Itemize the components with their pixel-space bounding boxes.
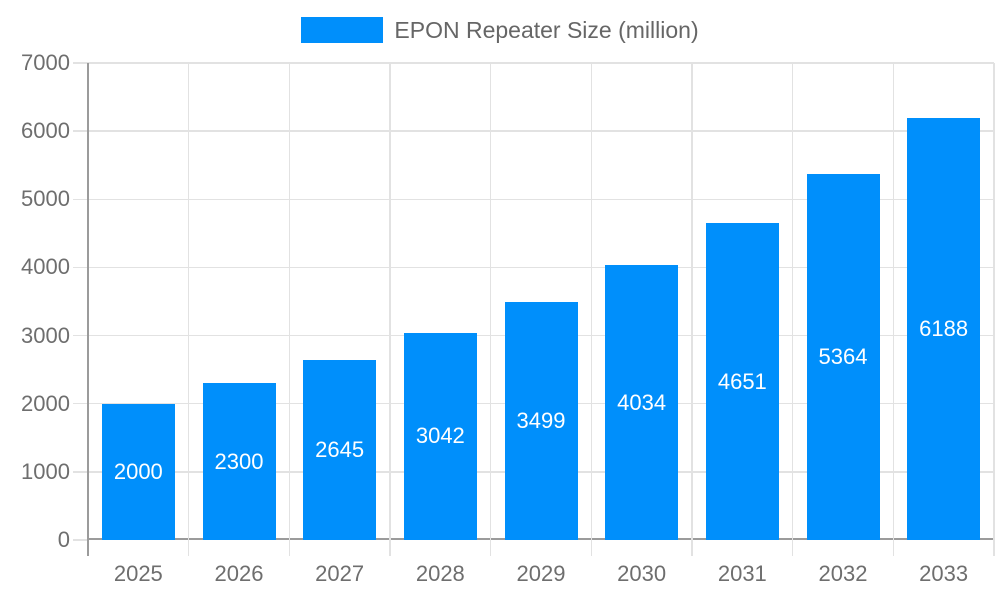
bar[interactable]: 5364 [806,174,880,540]
x-tick-label: 2031 [717,561,767,586]
y-tick-label: 6000 [21,118,70,144]
legend: EPON Repeater Size (million) [0,17,1000,43]
x-tick-label: 2025 [113,561,163,586]
legend-label: EPON Repeater Size (million) [394,17,699,43]
x-gridline [791,63,794,556]
x-gridline [892,63,895,556]
bar[interactable]: 3042 [403,332,477,540]
bar[interactable]: 6188 [907,118,981,540]
x-tick-label: 2030 [617,561,667,586]
bar-value-label: 4651 [717,368,767,394]
x-tick-label: 2026 [214,561,264,586]
x-gridline [691,63,693,556]
x-gridline [288,63,291,556]
y-gridline [73,198,994,201]
x-tick-label: 2027 [315,561,365,586]
y-gridline [73,130,994,132]
x-tick-label: 2029 [516,561,566,586]
x-gridline [993,63,995,556]
x-tick-label: 2028 [415,561,465,586]
bar-value-label: 3042 [415,423,465,449]
y-gridline [73,62,994,64]
bar-value-label: 5364 [818,344,868,370]
bar-value-label: 4034 [617,389,667,415]
plot-area: 2000 2300 2645 3042 3499 4034 4651 5364 6188 [73,62,995,556]
bar[interactable]: 4034 [605,265,679,540]
x-gridline [590,63,593,556]
y-tick-label: 0 [57,527,70,552]
bar[interactable]: 2300 [202,383,276,540]
bar[interactable]: 4651 [705,223,779,540]
bar-value-label: 2645 [315,436,365,462]
bar[interactable]: 2000 [101,403,175,540]
x-gridline [187,63,190,556]
legend-item[interactable]: EPON Repeater Size (million) [301,17,699,43]
y-tick-label: 4000 [21,254,70,280]
x-tick-label: 2032 [818,561,868,586]
bar-value-label: 2300 [214,448,264,474]
x-gridline [489,63,492,556]
y-tick-label: 1000 [21,458,70,484]
x-tick-label: 2033 [919,561,969,586]
legend-swatch-icon [301,17,384,43]
bar[interactable]: 3499 [504,301,578,540]
x-gridline [389,63,391,556]
bar-value-label: 3499 [516,407,566,433]
y-axis-line [87,63,89,556]
bar-value-label: 2000 [113,458,163,484]
y-tick-label: 7000 [21,50,70,75]
y-tick-label: 5000 [21,186,70,212]
y-tick-label: 2000 [21,390,70,416]
y-gridline [73,266,994,269]
y-tick-label: 3000 [21,322,70,348]
bar[interactable]: 2645 [303,359,377,540]
bar-value-label: 6188 [919,316,969,342]
y-tick-mark [73,539,88,541]
